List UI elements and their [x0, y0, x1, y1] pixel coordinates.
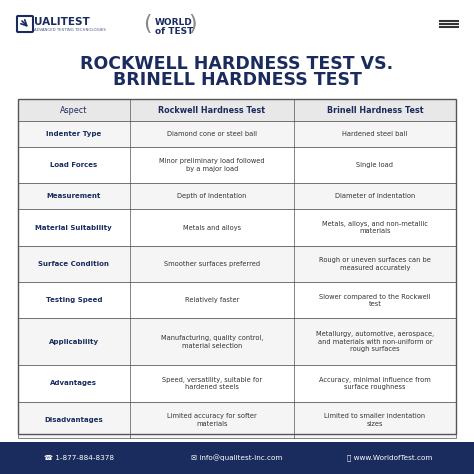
Text: Disadvantages: Disadvantages: [45, 417, 103, 423]
Text: Rockwell Hardness Test: Rockwell Hardness Test: [158, 106, 265, 115]
FancyBboxPatch shape: [17, 16, 33, 32]
Text: 🌐 www.WorldofTest.com: 🌐 www.WorldofTest.com: [347, 455, 433, 461]
Text: ROCKWELL HARDNESS TEST VS.: ROCKWELL HARDNESS TEST VS.: [81, 55, 393, 73]
Bar: [18, 246, 456, 282]
Text: UALITEST: UALITEST: [34, 17, 90, 27]
Text: (: (: [143, 14, 151, 34]
Text: ): ): [189, 14, 197, 34]
FancyBboxPatch shape: [0, 442, 474, 474]
Bar: [18, 99, 456, 121]
Text: Relatively faster: Relatively faster: [185, 297, 239, 303]
Bar: [18, 147, 456, 183]
Bar: [18, 282, 456, 319]
Text: Testing Speed: Testing Speed: [46, 297, 102, 303]
Text: BRINELL HARDNESS TEST: BRINELL HARDNESS TEST: [112, 71, 362, 89]
Bar: [18, 99, 456, 434]
Text: ✉ info@qualitest-inc.com: ✉ info@qualitest-inc.com: [191, 455, 283, 461]
Text: Load Forces: Load Forces: [50, 162, 98, 168]
Bar: [18, 121, 456, 147]
Text: Metals and alloys: Metals and alloys: [183, 225, 241, 230]
Bar: [18, 365, 456, 401]
Text: Diameter of indentation: Diameter of indentation: [335, 193, 415, 200]
Text: Speed, versatility, suitable for
hardened steels: Speed, versatility, suitable for hardene…: [162, 377, 262, 390]
Bar: [18, 183, 456, 210]
Text: ☎ 1-877-884-8378: ☎ 1-877-884-8378: [44, 455, 114, 461]
Text: Applicability: Applicability: [49, 339, 99, 345]
Text: Depth of indentation: Depth of indentation: [177, 193, 246, 200]
Text: Minor preliminary load followed
by a major load: Minor preliminary load followed by a maj…: [159, 158, 264, 172]
Text: Limited to smaller indentation
sizes: Limited to smaller indentation sizes: [324, 413, 426, 427]
Text: Rough or uneven surfaces can be
measured accurately: Rough or uneven surfaces can be measured…: [319, 257, 431, 271]
Bar: [18, 210, 456, 246]
Bar: [18, 319, 456, 365]
Text: Aspect: Aspect: [60, 106, 88, 115]
Text: WORLD: WORLD: [155, 18, 193, 27]
Text: Smoother surfaces preferred: Smoother surfaces preferred: [164, 261, 260, 267]
Text: Limited accuracy for softer
materials: Limited accuracy for softer materials: [167, 413, 257, 427]
Text: Surface Condition: Surface Condition: [38, 261, 109, 267]
Bar: [18, 401, 456, 438]
Text: Metals, alloys, and non-metallic
materials: Metals, alloys, and non-metallic materia…: [322, 221, 428, 234]
Text: Diamond cone or steel ball: Diamond cone or steel ball: [167, 131, 257, 137]
Text: Metallurgy, automotive, aerospace,
and materials with non-uniform or
rough surfa: Metallurgy, automotive, aerospace, and m…: [316, 331, 434, 352]
Text: Brinell Hardness Test: Brinell Hardness Test: [327, 106, 423, 115]
Text: Advantages: Advantages: [50, 381, 97, 386]
Text: of TEST: of TEST: [155, 27, 193, 36]
Text: Single load: Single load: [356, 162, 393, 168]
Text: ADVANCED TESTING TECHNOLOGIES: ADVANCED TESTING TECHNOLOGIES: [34, 28, 106, 32]
Text: Slower compared to the Rockwell
test: Slower compared to the Rockwell test: [319, 293, 431, 307]
Text: Material Suitability: Material Suitability: [36, 225, 112, 230]
Text: Measurement: Measurement: [46, 193, 101, 200]
Bar: [0, 442, 474, 474]
Text: Manufacturing, quality control,
material selection: Manufacturing, quality control, material…: [161, 335, 263, 348]
Text: Accuracy, minimal influence from
surface roughness: Accuracy, minimal influence from surface…: [319, 377, 431, 390]
Text: Hardened steel ball: Hardened steel ball: [342, 131, 408, 137]
Text: Indenter Type: Indenter Type: [46, 131, 101, 137]
